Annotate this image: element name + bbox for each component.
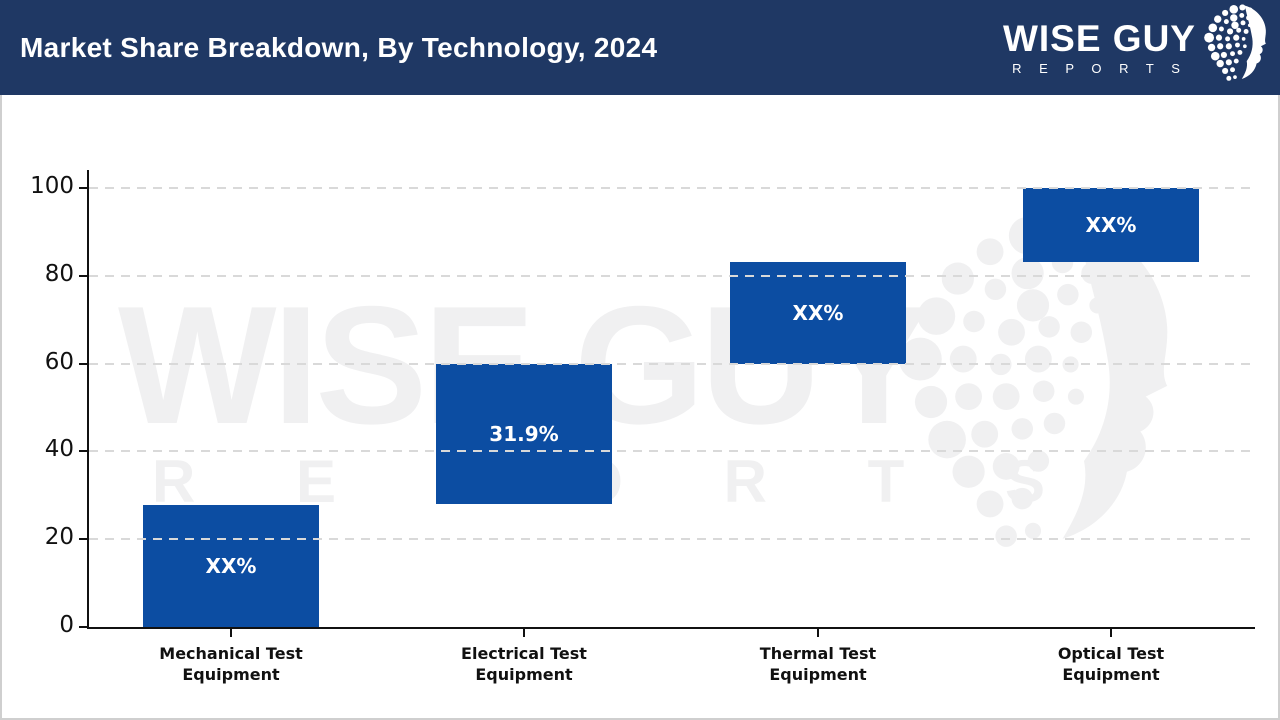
gridline [89, 450, 1255, 452]
bar-value-label: XX% [792, 301, 844, 325]
x-tick [1110, 629, 1112, 637]
frame-border-left [0, 95, 2, 720]
gridline [89, 187, 1255, 189]
watermark-head-icon [872, 213, 1194, 591]
bar-segment: XX% [730, 262, 906, 364]
y-tick-label: 0 [59, 612, 74, 638]
y-tick-label: 80 [44, 261, 74, 287]
brand-name: WISE GUY [1002, 17, 1196, 59]
y-tick-label: 60 [44, 349, 74, 375]
y-tick-label: 20 [44, 524, 74, 550]
bar-segment: XX% [143, 505, 319, 627]
bar-segment: 31.9% [436, 364, 612, 504]
bar-value-label: 31.9% [489, 422, 559, 446]
gridline [89, 363, 1255, 365]
x-tick [523, 629, 525, 637]
y-tick [79, 275, 87, 277]
frame-border-bottom [0, 718, 1280, 720]
bar-value-label: XX% [1085, 213, 1137, 237]
brand-subtitle: R E P O R T S [1012, 60, 1187, 76]
x-tick [817, 629, 819, 637]
y-tick-label: 40 [44, 436, 74, 462]
y-tick [79, 626, 87, 628]
bar-segment: XX% [1023, 188, 1199, 262]
gridline [89, 275, 1255, 277]
page-title: Market Share Breakdown, By Technology, 2… [20, 31, 658, 63]
axis-y [87, 170, 89, 629]
y-tick [79, 187, 87, 189]
axis-x [87, 627, 1255, 629]
gridline [89, 538, 1255, 540]
frame-border-right [1278, 95, 1280, 720]
x-category-label: Electrical Test Equipment [461, 644, 587, 684]
bar-value-label: XX% [205, 554, 257, 578]
x-category-label: Optical Test Equipment [1057, 644, 1165, 684]
x-tick [230, 629, 232, 637]
x-category-label: Thermal Test Equipment [759, 644, 877, 684]
brand-text: WISE GUY R E P O R T S [1002, 17, 1196, 76]
y-tick [79, 363, 87, 365]
y-tick [79, 538, 87, 540]
y-tick [79, 450, 87, 452]
wiseguy-head-icon [1198, 4, 1272, 91]
header: Market Share Breakdown, By Technology, 2… [0, 0, 1280, 95]
y-tick-label: 100 [30, 173, 74, 199]
x-category-label: Mechanical Test Equipment [159, 644, 303, 684]
chart-area: WISE GUY R E P O R T S 0 20 40 60 80 100 XX% 31… [0, 95, 1280, 720]
brand-logo: WISE GUY R E P O R T S [1003, 0, 1272, 95]
